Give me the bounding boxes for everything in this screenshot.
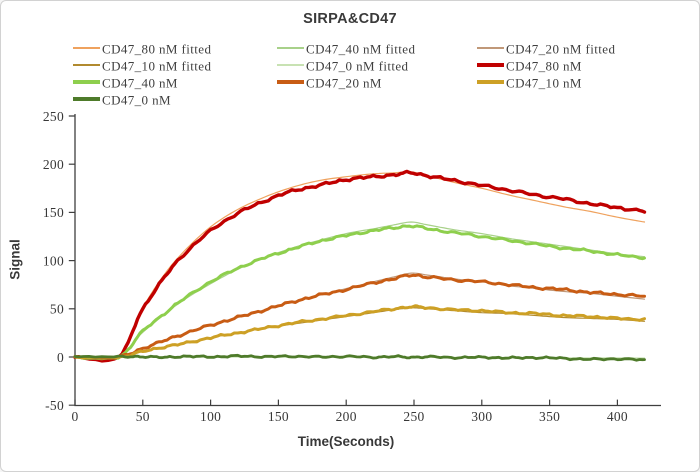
legend: CD47_80 nM fitted CD47_40 nM fitted CD47_2… (73, 39, 673, 108)
legend-label: CD47_80 nM fitted (102, 41, 212, 57)
x-tick-label: 0 (71, 409, 78, 424)
legend-item-CD47_20-nM: CD47_20 nM (277, 73, 477, 91)
legend-item-CD47_40-nM-fitted: CD47_40 nM fitted (277, 39, 477, 57)
legend-item-CD47_0-nM: CD47_0 nM (73, 90, 277, 108)
legend-item-CD47_10-nM-fitted: CD47_10 nM fitted (73, 56, 277, 74)
legend-item-CD47_10-nM: CD47_10 nM (477, 73, 673, 91)
axes (74, 114, 661, 407)
y-axis-title: Signal (7, 239, 23, 280)
legend-label: CD47_0 nM (102, 92, 171, 108)
y-tick-label: 250 (43, 109, 64, 124)
x-tick-label: 50 (136, 409, 150, 424)
y-tick-label: 150 (43, 205, 64, 220)
legend-line-swatch (477, 63, 504, 68)
x-tick-label: 250 (403, 409, 424, 424)
legend-line-swatch (73, 80, 100, 85)
legend-item-CD47_80-nM-fitted: CD47_80 nM fitted (73, 39, 277, 57)
legend-label: CD47_20 nM fitted (506, 41, 616, 57)
series-CD47_40-nM (73, 224, 646, 361)
legend-label: CD47_40 nM (102, 75, 178, 91)
y-tick-label: 50 (50, 302, 64, 317)
legend-item-CD47_80-nM: CD47_80 nM (477, 56, 673, 74)
legend-item-CD47_0-nM-fitted: CD47_0 nM fitted (277, 56, 477, 74)
legend-label: CD47_20 nM (306, 75, 382, 91)
legend-line-swatch (477, 47, 504, 50)
x-axis-title: Time(Seconds) (297, 434, 395, 449)
y-tick-label: 200 (43, 157, 64, 172)
legend-line-swatch (277, 64, 304, 67)
legend-item-CD47_40-nM: CD47_40 nM (73, 73, 277, 91)
legend-label: CD47_0 nM fitted (306, 58, 409, 74)
x-tick-label: 350 (539, 409, 560, 424)
y-tick-label: 0 (57, 350, 64, 365)
legend-line-swatch (73, 47, 100, 50)
x-tick-label: 200 (336, 409, 357, 424)
legend-line-swatch (73, 64, 100, 67)
series-CD47_20-nM (73, 273, 646, 360)
legend-item-CD47_20-nM-fitted: CD47_20 nM fitted (477, 39, 673, 57)
legend-label: CD47_80 nM (506, 58, 582, 74)
x-tick-label: 400 (607, 409, 628, 424)
x-tick-label: 150 (268, 409, 289, 424)
legend-label: CD47_10 nM fitted (102, 58, 212, 74)
chart-title: SIRPA&CD47 (303, 11, 397, 27)
series-CD47_0-nM (73, 353, 646, 362)
y-tick-label: -50 (45, 398, 64, 413)
y-tick-label: 100 (43, 253, 64, 268)
x-tick-label: 100 (200, 409, 221, 424)
legend-line-swatch (477, 80, 504, 85)
x-tick-label: 300 (471, 409, 492, 424)
legend-label: CD47_10 nM (506, 75, 582, 91)
series-CD47_10-nM (73, 304, 646, 360)
legend-line-swatch (73, 97, 100, 102)
legend-label: CD47_40 nM fitted (306, 41, 416, 57)
series-CD47_40-nM-fitted (74, 221, 646, 360)
series-CD47_80-nM (73, 169, 647, 363)
legend-line-swatch (277, 47, 304, 50)
series-CD47_80-nM-fitted (74, 171, 646, 361)
legend-line-swatch (277, 80, 304, 85)
